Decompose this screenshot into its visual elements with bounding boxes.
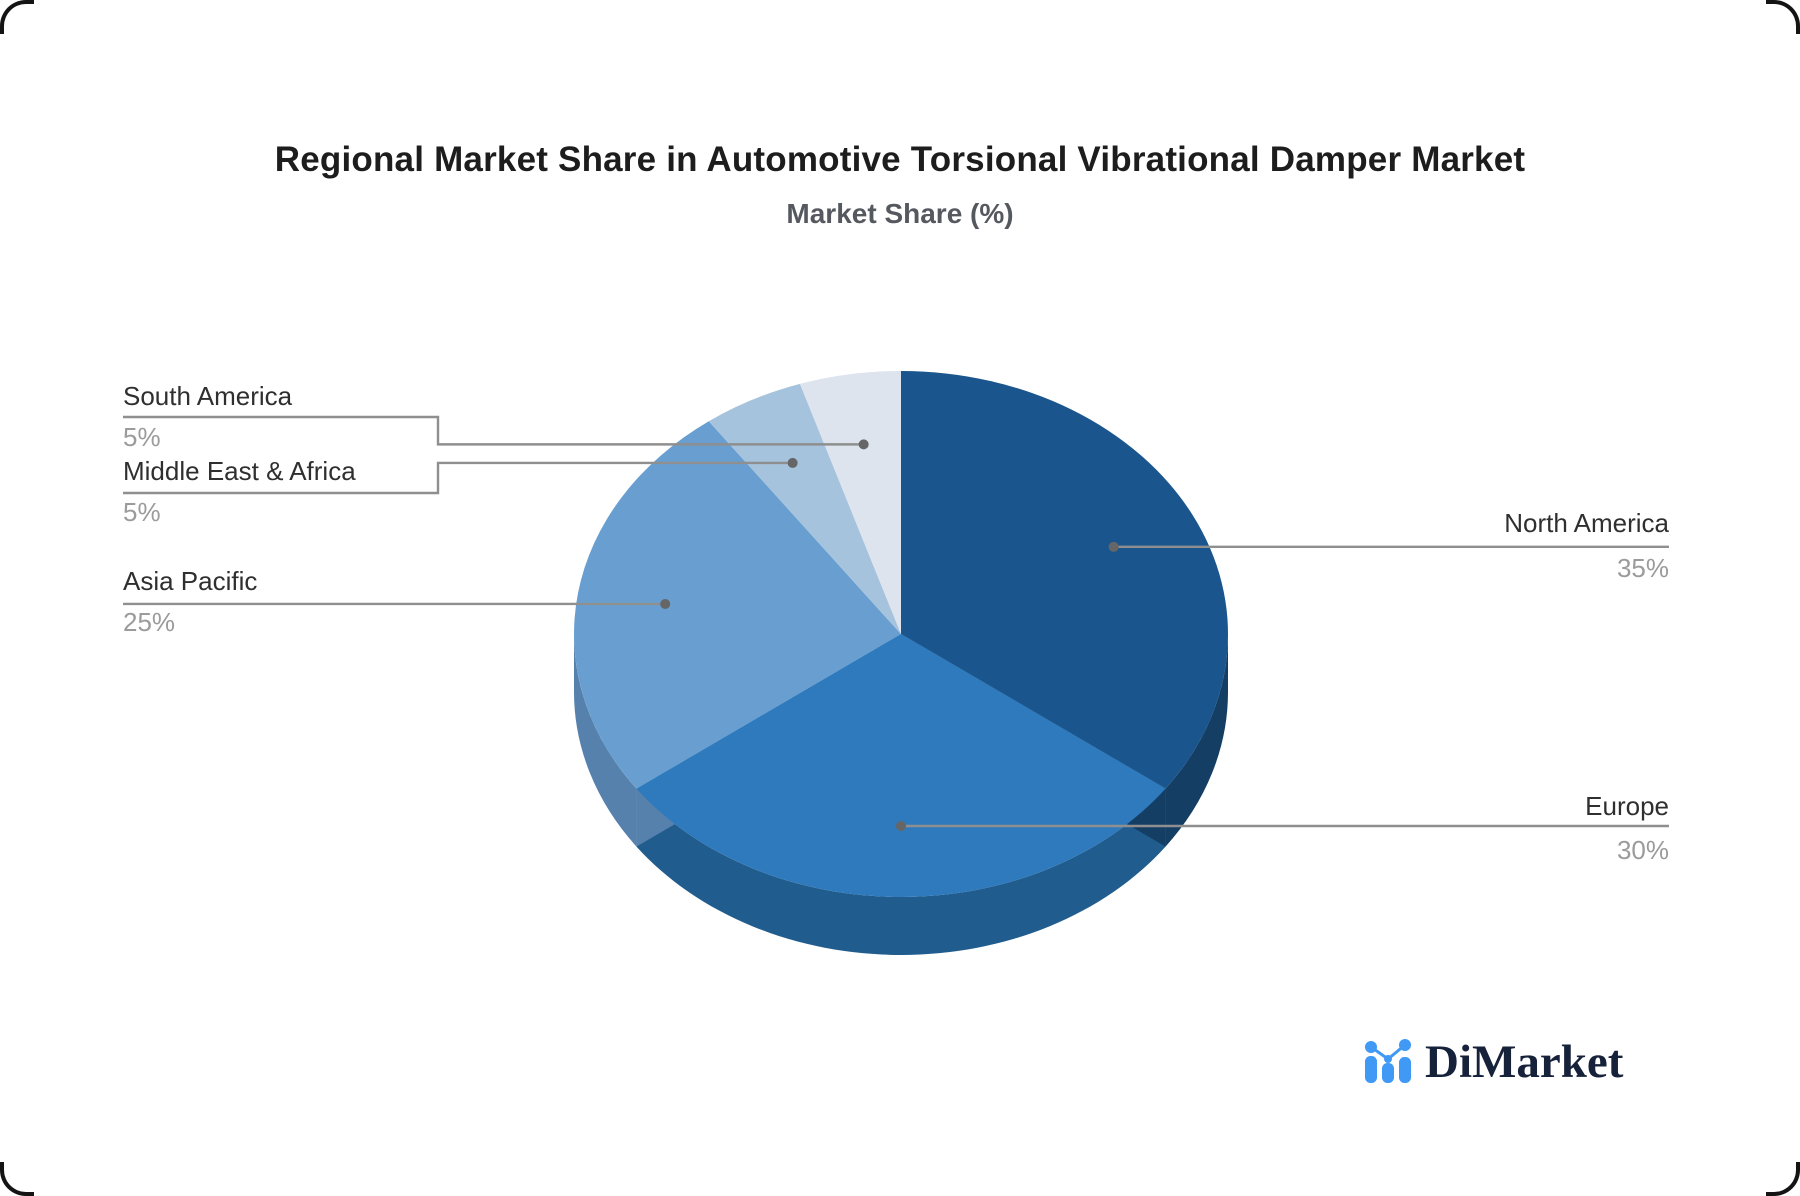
pie-slice-north-america bbox=[901, 371, 1228, 789]
callout-dot-south-america bbox=[858, 439, 869, 450]
pie-wall-north-america bbox=[1165, 634, 1228, 847]
callout-dot-europe bbox=[896, 820, 906, 831]
callout-pct-north-america: 35% bbox=[1616, 553, 1669, 583]
callout-pct-south-america: 5% bbox=[123, 422, 161, 452]
page-subtitle: Market Share (%) bbox=[786, 198, 1014, 229]
rounded-corner-decoration bbox=[0, 0, 34, 34]
page-title: Regional Market Share in Automotive Tors… bbox=[274, 140, 1526, 179]
callout-pct-middle-east-africa: 5% bbox=[123, 497, 161, 527]
brand-name: DiMarket bbox=[1425, 1036, 1624, 1088]
callout-label-south-america: South America bbox=[123, 381, 293, 411]
pie-slice-middle-east-africa bbox=[708, 383, 901, 634]
pie-slice-asia-pacific bbox=[574, 421, 901, 789]
callout-label-north-america: North America bbox=[1504, 508, 1669, 538]
callout-connector-middle-east-africa bbox=[123, 461, 793, 495]
brand-logo: DiMarket bbox=[1362, 1036, 1623, 1088]
rounded-corner-decoration bbox=[0, 1162, 34, 1196]
rounded-corner-decoration bbox=[1766, 0, 1800, 34]
pie-slice-europe bbox=[636, 634, 1166, 898]
callout-connector-south-america bbox=[123, 415, 864, 446]
callout-label-europe: Europe bbox=[1585, 791, 1669, 821]
callout-pct-europe: 30% bbox=[1616, 835, 1669, 865]
pie-wall-asia-pacific bbox=[574, 634, 637, 847]
callout-dot-middle-east-africa bbox=[787, 457, 798, 468]
callout-dot-asia-pacific bbox=[660, 598, 671, 609]
rounded-corner-decoration bbox=[1766, 1162, 1800, 1196]
callout-label-asia-pacific: Asia Pacific bbox=[123, 566, 258, 596]
callout-dot-north-america bbox=[1108, 541, 1119, 552]
callout-pct-asia-pacific: 25% bbox=[123, 607, 176, 637]
bar-chart-logo-icon bbox=[1365, 1039, 1411, 1083]
callout-label-middle-east-africa: Middle East & Africa bbox=[123, 456, 356, 486]
pie-slice-south-america bbox=[799, 371, 901, 634]
pie-wall-europe bbox=[636, 788, 1166, 956]
